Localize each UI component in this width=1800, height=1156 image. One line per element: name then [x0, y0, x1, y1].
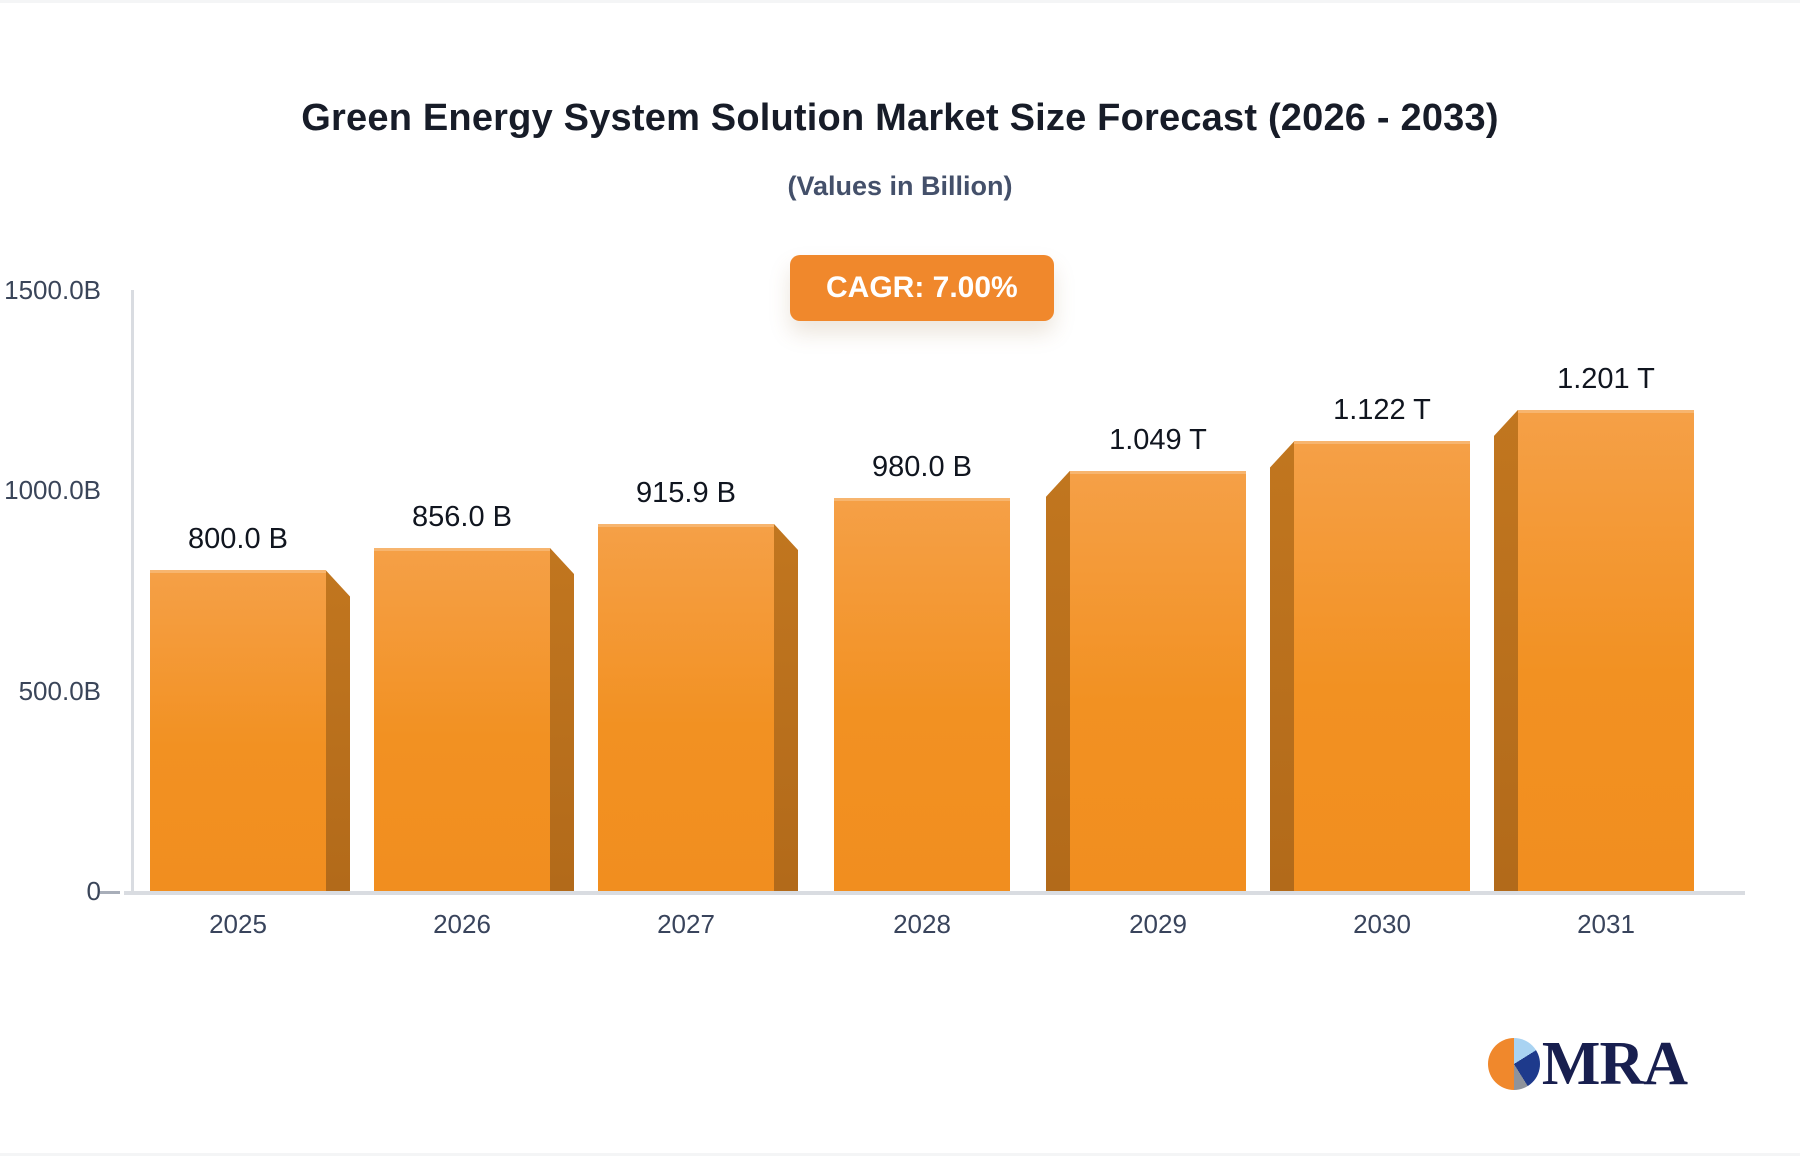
bar-front — [834, 498, 1010, 891]
bar-group: 915.9 B 2027 — [598, 290, 822, 939]
bar-group: 980.0 B 2028 — [822, 290, 1046, 939]
x-axis-label: 2030 — [1353, 909, 1411, 939]
bar-front — [1294, 441, 1470, 891]
bar-front — [598, 524, 774, 891]
x-axis-label: 2027 — [657, 909, 715, 939]
y-axis-tick-label: 1000.0B — [4, 475, 101, 506]
bar-side-face — [1270, 441, 1294, 891]
bar-group: 1.122 T 2030 — [1270, 290, 1494, 939]
bar-front — [1518, 409, 1694, 891]
bar-side-face — [774, 524, 798, 891]
x-axis-line — [124, 891, 1745, 895]
bar-side-face — [1046, 470, 1070, 891]
cagr-badge: CAGR: 7.00% — [790, 255, 1054, 321]
chart-title: Green Energy System Solution Market Size… — [301, 97, 1499, 139]
bar-front — [150, 570, 326, 891]
bar-front — [1070, 470, 1246, 891]
bar-value-label: 1.201 T — [1557, 362, 1655, 395]
bar-group: 800.0 B 2025 — [150, 290, 374, 939]
bar-group: 856.0 B 2026 — [374, 290, 598, 939]
y-axis-tick-label: 500.0B — [18, 675, 101, 706]
x-axis-label: 2028 — [893, 909, 951, 939]
bar-value-label: 800.0 B — [188, 523, 288, 556]
x-axis-label: 2029 — [1129, 909, 1187, 939]
bar-value-label: 915.9 B — [636, 477, 736, 510]
y-axis-tick-label: 1500.0B — [4, 275, 101, 305]
plot-area: 800.0 B 2025 856.0 B 2026 915.9 B 2027 980.0 B… — [4, 275, 1745, 939]
bar-value-label: 856.0 B — [412, 501, 512, 534]
x-axis-label: 2031 — [1577, 909, 1635, 939]
bar-group: 1.201 T 2031 — [1494, 290, 1718, 939]
brand-logo: MRA — [1487, 1030, 1688, 1098]
bar-value-label: 1.122 T — [1333, 394, 1431, 427]
y-axis-tick-label: 0 — [86, 876, 101, 906]
bar-side-face — [550, 548, 574, 891]
x-axis-label: 2025 — [209, 909, 267, 939]
logo-text: MRA — [1541, 1030, 1688, 1098]
y-axis-line — [131, 290, 134, 891]
x-axis-label: 2026 — [433, 909, 491, 939]
bar-side-face — [1494, 409, 1518, 891]
zero-tick-dash — [100, 891, 120, 894]
bar-value-label: 1.049 T — [1109, 423, 1207, 456]
bar-side-face — [326, 570, 350, 891]
chart-subtitle: (Values in Billion) — [787, 171, 1013, 201]
bar-group: 1.049 T 2029 — [1046, 290, 1270, 939]
bar-front — [374, 548, 550, 891]
logo-pie-icon — [1487, 1038, 1540, 1090]
bars-row: 800.0 B 2025 856.0 B 2026 915.9 B 2027 980.0 B… — [150, 290, 1718, 939]
bar-value-label: 980.0 B — [872, 451, 972, 484]
